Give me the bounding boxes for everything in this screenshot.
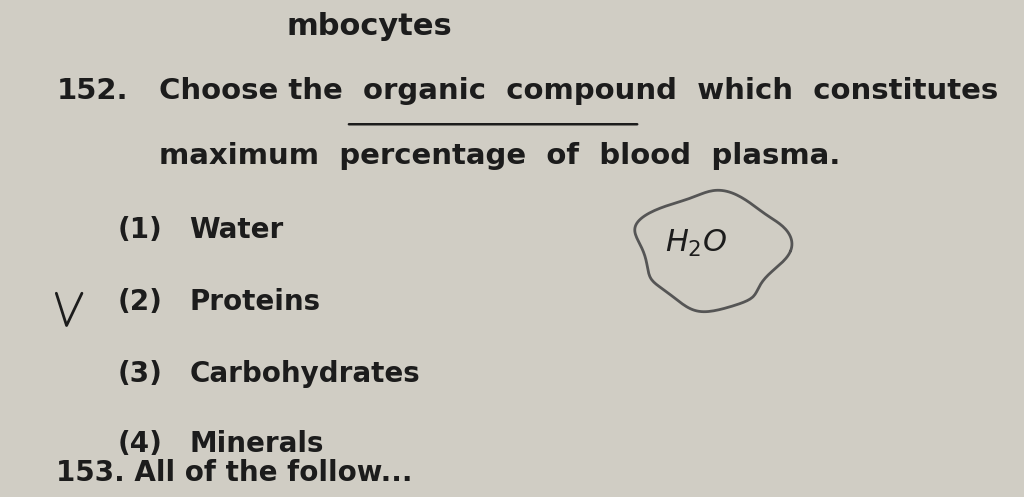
Text: $H_2O$: $H_2O$ bbox=[666, 228, 727, 259]
Text: mbocytes: mbocytes bbox=[287, 12, 453, 41]
Text: (1): (1) bbox=[118, 216, 163, 244]
Text: Carbohydrates: Carbohydrates bbox=[189, 360, 420, 388]
Text: Water: Water bbox=[189, 216, 284, 244]
Text: (2): (2) bbox=[118, 288, 163, 316]
Text: 152.: 152. bbox=[56, 77, 128, 105]
Text: Proteins: Proteins bbox=[189, 288, 321, 316]
Text: Minerals: Minerals bbox=[189, 430, 324, 458]
Text: (3): (3) bbox=[118, 360, 163, 388]
Text: maximum  percentage  of  blood  plasma.: maximum percentage of blood plasma. bbox=[159, 142, 840, 169]
Text: (4): (4) bbox=[118, 430, 163, 458]
Text: Choose the  organic  compound  which  constitutes: Choose the organic compound which consti… bbox=[159, 77, 998, 105]
Text: 153. All of the follow...: 153. All of the follow... bbox=[56, 459, 413, 487]
